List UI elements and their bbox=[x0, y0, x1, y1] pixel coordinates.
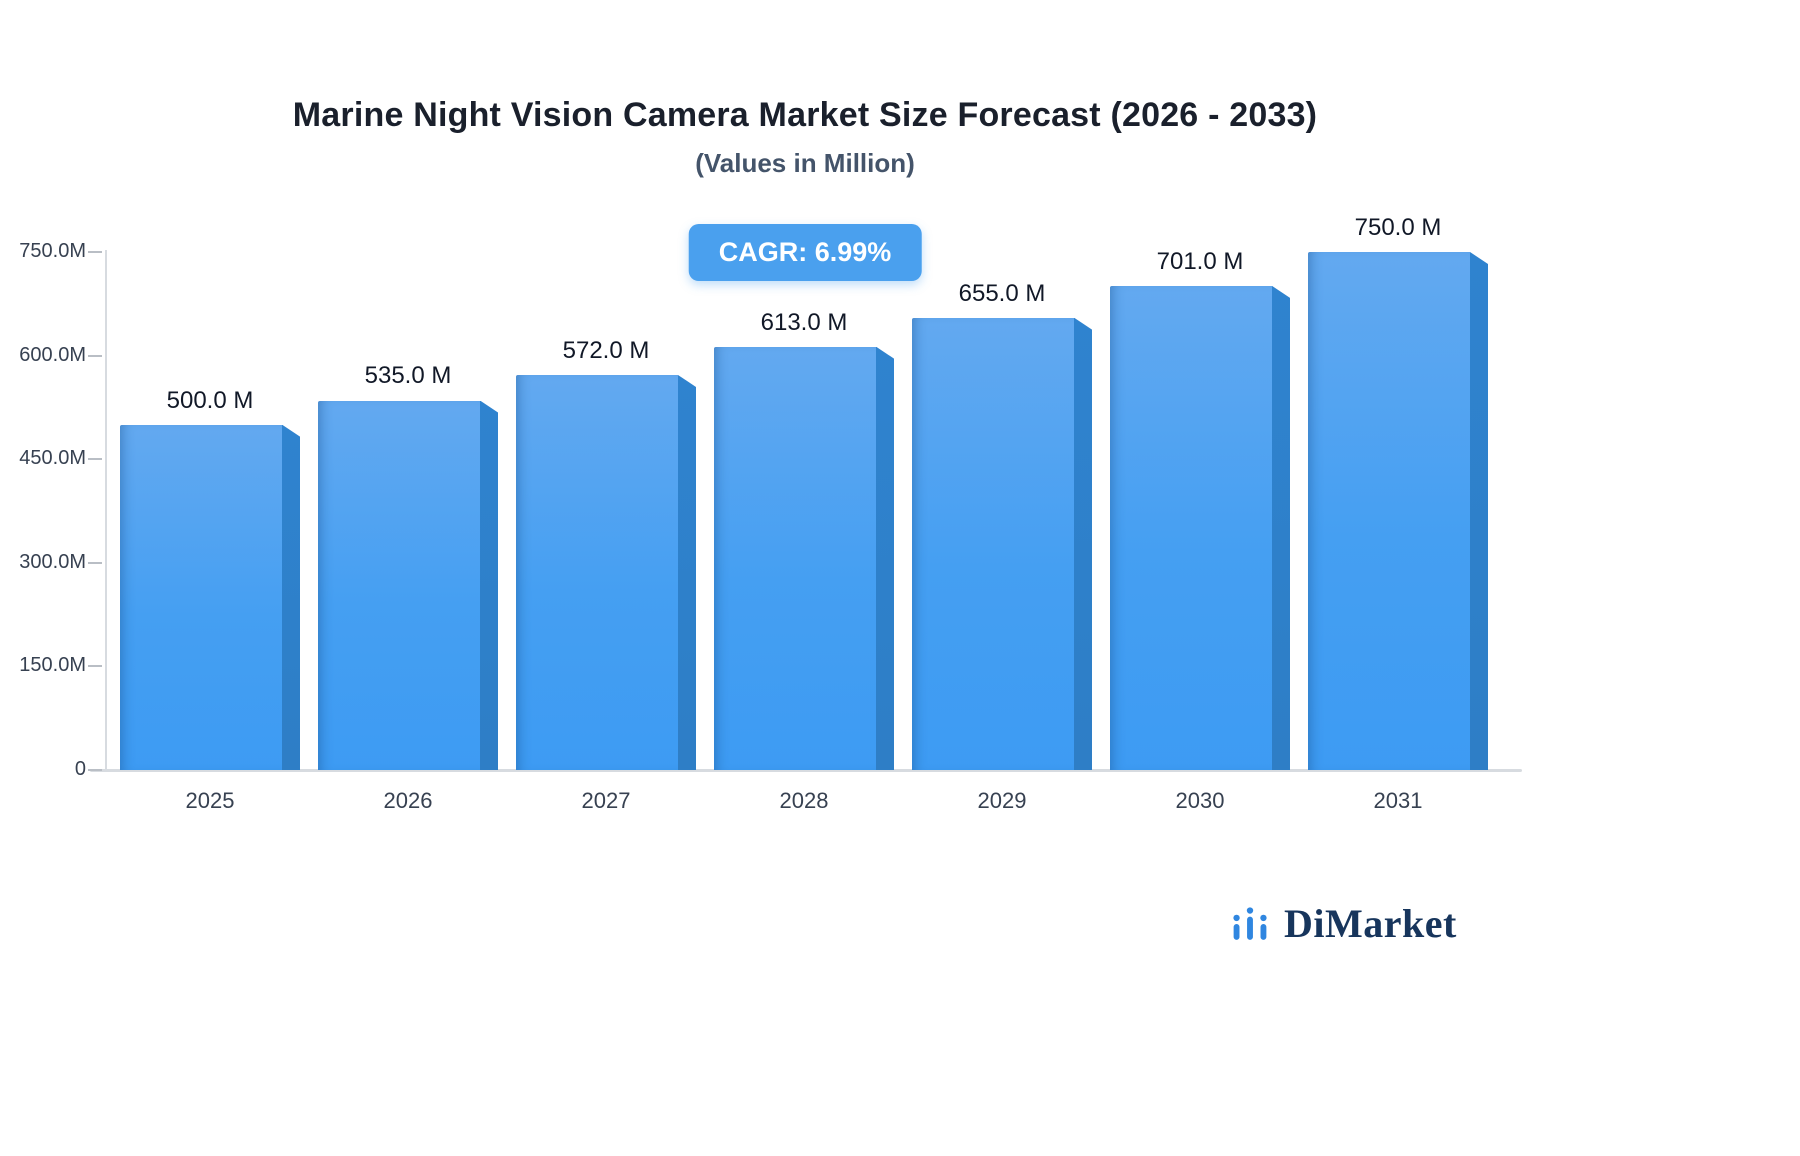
bar bbox=[1308, 252, 1488, 770]
x-category-label: 2030 bbox=[1175, 788, 1225, 813]
bar bbox=[1110, 285, 1290, 770]
bar-front-face bbox=[318, 400, 480, 770]
bar-front-face bbox=[120, 424, 282, 770]
y-tick-mark bbox=[88, 665, 102, 668]
bar-group bbox=[912, 317, 1092, 770]
bar-value-label: 535.0 M bbox=[364, 362, 452, 390]
y-axis-line bbox=[105, 250, 107, 770]
y-tick-mark bbox=[88, 769, 102, 771]
bar-front-face bbox=[1308, 252, 1470, 770]
bar-side-face bbox=[1272, 285, 1290, 770]
bar bbox=[120, 424, 300, 770]
bar-group bbox=[318, 400, 498, 770]
x-category-label: 2025 bbox=[185, 788, 235, 813]
y-tick-label: 150.0M bbox=[19, 654, 86, 677]
x-category-label: 2026 bbox=[383, 788, 433, 813]
bar bbox=[714, 346, 894, 770]
y-tick-mark bbox=[88, 458, 102, 461]
logo-text: DiMarket bbox=[1284, 901, 1457, 946]
bar-group bbox=[1308, 252, 1488, 770]
bar bbox=[912, 317, 1092, 770]
x-category-label: 2031 bbox=[1373, 788, 1423, 813]
bar-value-label: 613.0 M bbox=[760, 308, 848, 336]
dimarket-logo-icon bbox=[1228, 902, 1272, 946]
x-category-label: 2029 bbox=[977, 788, 1027, 813]
x-category-label: 2028 bbox=[779, 788, 829, 813]
bar-group bbox=[516, 374, 696, 770]
cagr-badge: CAGR: 6.99% bbox=[688, 224, 922, 281]
bar-side-face bbox=[1470, 252, 1488, 770]
bar-value-label: 701.0 M bbox=[1156, 247, 1244, 275]
bar-group bbox=[120, 424, 300, 770]
y-tick-mark bbox=[88, 251, 102, 253]
bar bbox=[516, 374, 696, 770]
bar-front-face bbox=[912, 317, 1074, 770]
bar-front-face bbox=[1110, 285, 1272, 770]
y-tick-label: 0 bbox=[74, 758, 86, 780]
bar-group bbox=[714, 346, 894, 770]
bar-front-face bbox=[714, 346, 876, 770]
bar-value-label: 500.0 M bbox=[166, 386, 254, 414]
bar-value-label: 572.0 M bbox=[562, 336, 650, 364]
bar-value-label: 655.0 M bbox=[958, 279, 1046, 307]
y-tick-label: 600.0M bbox=[19, 343, 86, 366]
chart-subtitle: (Values in Million) bbox=[695, 148, 915, 178]
bar-side-face bbox=[876, 346, 894, 770]
y-tick-label: 450.0M bbox=[19, 447, 86, 470]
bar-value-label: 750.0 M bbox=[1354, 214, 1442, 241]
y-tick-label: 750.0M bbox=[19, 240, 86, 262]
bar-side-face bbox=[1074, 317, 1092, 770]
y-tick-mark bbox=[88, 561, 102, 564]
brand-logo: DiMarket bbox=[1228, 900, 1457, 947]
bar-side-face bbox=[282, 424, 300, 770]
bar bbox=[318, 400, 498, 770]
x-category-label: 2027 bbox=[581, 788, 631, 813]
bar-front-face bbox=[516, 374, 678, 770]
chart-title: Marine Night Vision Camera Market Size F… bbox=[292, 96, 1318, 134]
bar-side-face bbox=[678, 374, 696, 770]
x-axis-line bbox=[90, 769, 1522, 772]
bar-side-face bbox=[480, 400, 498, 770]
y-tick-label: 300.0M bbox=[19, 550, 86, 573]
y-tick-mark bbox=[88, 354, 102, 357]
bar-group bbox=[1110, 285, 1290, 770]
